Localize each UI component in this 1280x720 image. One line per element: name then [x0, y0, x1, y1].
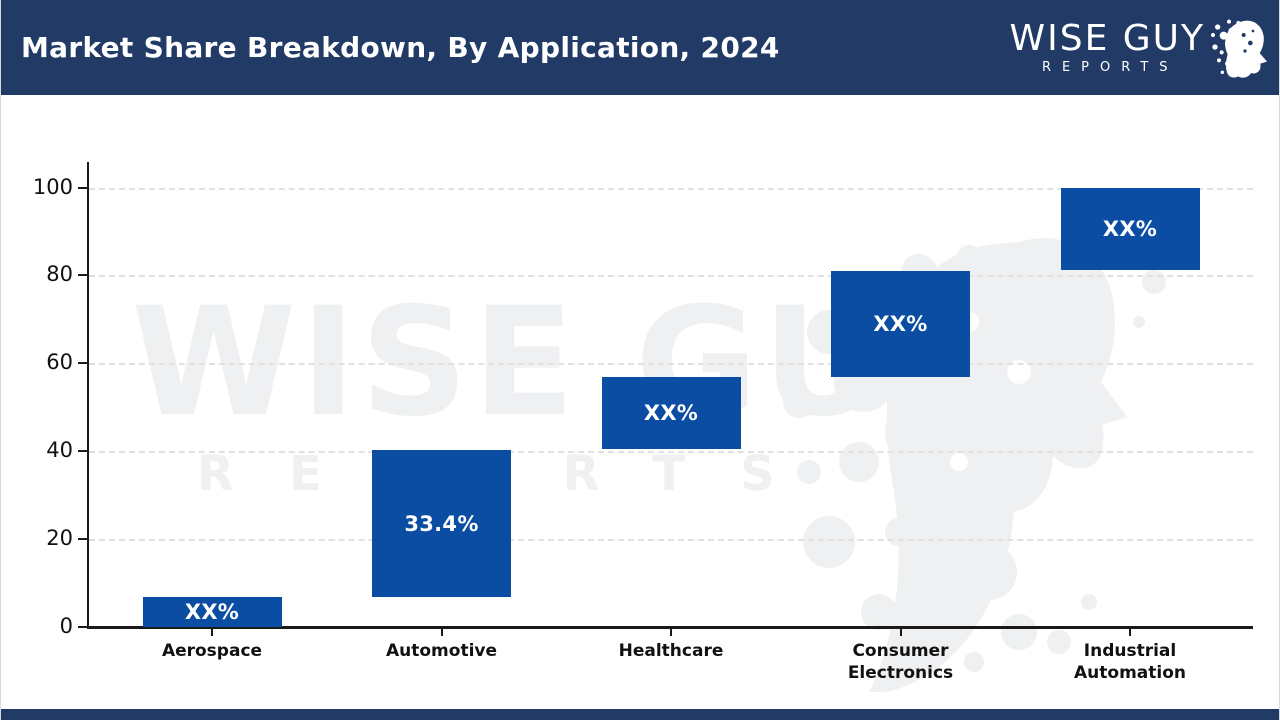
y-tick-mark: [78, 186, 87, 189]
plot-area: 0 20 40 60 80 100 XX% Aerospace 33.4% Automotive X…: [33, 162, 1253, 683]
y-tick-mark: [78, 450, 87, 453]
bar-value-label: 33.4%: [404, 511, 479, 536]
y-tick-label: 60: [46, 350, 73, 375]
logo-wordmark-main: WISE GUY: [1009, 17, 1205, 59]
category-label: Aerospace: [161, 641, 263, 661]
y-tick-mark: [78, 538, 87, 541]
y-tick-label: 20: [46, 526, 73, 551]
x-tick-mark: [440, 629, 443, 636]
footer-bar: [1, 709, 1279, 720]
bar: 33.4%: [372, 450, 511, 598]
x-tick-mark: [670, 629, 672, 636]
category-label: Consumer Electronics: [847, 641, 954, 683]
y-tick-label: 80: [46, 262, 73, 287]
logo-wordmark: WISE GUY REPORTS: [1009, 17, 1206, 75]
bar-value-label: XX%: [643, 400, 699, 425]
y-axis-spine: [87, 162, 89, 629]
bar: XX%: [831, 271, 970, 377]
page-title: Market Share Breakdown, By Application, …: [21, 31, 780, 64]
bar: XX%: [601, 376, 741, 449]
x-tick-mark: [1129, 629, 1131, 636]
x-axis-spine: [87, 626, 1253, 629]
y-tick-mark: [78, 274, 87, 277]
bar-value-label: XX%: [184, 600, 240, 625]
bar-value-label: XX%: [873, 311, 928, 336]
gridline: [89, 363, 1253, 366]
x-tick-mark: [211, 629, 213, 636]
y-tick-label: 100: [32, 174, 73, 199]
bar-value-label: XX%: [1102, 216, 1158, 241]
y-tick-mark: [78, 626, 87, 628]
gridline: [89, 275, 1253, 278]
gridline: [89, 539, 1253, 542]
category-label: Healthcare: [618, 641, 724, 661]
logo-wordmark-sub: REPORTS: [1041, 59, 1179, 75]
y-tick-label: 40: [46, 438, 73, 463]
bar: XX%: [1060, 187, 1200, 270]
header-bar: Market Share Breakdown, By Application, …: [1, 0, 1279, 95]
y-tick-mark: [78, 362, 87, 365]
x-tick-mark: [899, 629, 902, 636]
category-label: Industrial Automation: [1074, 641, 1186, 683]
wiseguy-head-icon: [1211, 19, 1267, 78]
brand-logo: WISE GUY REPORTS: [1010, 8, 1270, 88]
gridline: [89, 451, 1253, 454]
gridline: [89, 187, 1253, 190]
category-label: Automotive: [385, 641, 498, 661]
y-tick-label: 0: [59, 614, 73, 638]
bar: XX%: [142, 597, 282, 627]
